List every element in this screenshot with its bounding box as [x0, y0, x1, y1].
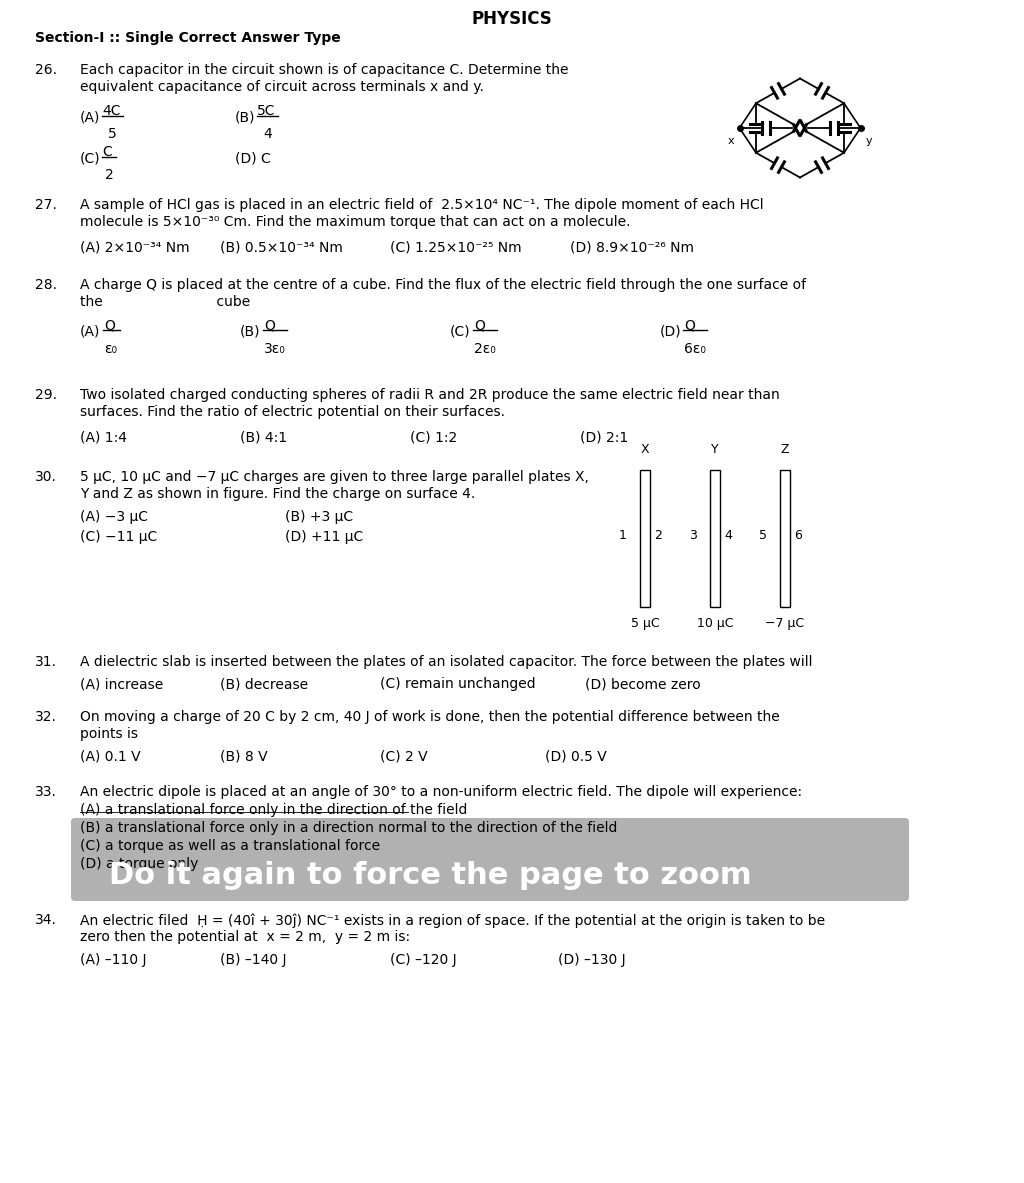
Text: (A): (A) [80, 324, 100, 338]
Text: Each capacitor in the circuit shown is of capacitance C. Determine the: Each capacitor in the circuit shown is o… [80, 63, 568, 77]
Text: On moving a charge of 20 C by 2 cm, 40 J of work is done, then the potential dif: On moving a charge of 20 C by 2 cm, 40 J… [80, 710, 779, 724]
Text: zero then the potential at  x = 2 m,  y = 2 m is:: zero then the potential at x = 2 m, y = … [80, 930, 411, 944]
Text: (B): (B) [234, 110, 256, 124]
Text: 6ε₀: 6ε₀ [684, 342, 706, 356]
Text: Y: Y [712, 442, 719, 455]
Text: (D) a torque only: (D) a torque only [80, 856, 199, 871]
Text: (D) 2:1: (D) 2:1 [580, 429, 629, 444]
Text: 5 μC, 10 μC and −7 μC charges are given to three large parallel plates X,: 5 μC, 10 μC and −7 μC charges are given … [80, 470, 589, 484]
Bar [710, 470, 720, 607]
Text: PHYSICS: PHYSICS [472, 9, 552, 28]
Text: 30.: 30. [35, 470, 57, 484]
Text: (A) a translational force only in the direction of the field: (A) a translational force only in the di… [80, 803, 467, 817]
Text: y: y [865, 136, 872, 146]
Text: (A) increase: (A) increase [80, 677, 163, 691]
Text: 3ε₀: 3ε₀ [264, 342, 286, 356]
Text: C: C [102, 146, 112, 159]
Text: (C) a torque as well as a translational force: (C) a torque as well as a translational … [80, 839, 380, 853]
Text: 31.: 31. [35, 655, 57, 670]
Text: (B) decrease: (B) decrease [220, 677, 308, 691]
Text: (B) a translational force only in a direction normal to the direction of the fie: (B) a translational force only in a dire… [80, 821, 617, 835]
Text: 6: 6 [794, 529, 802, 542]
Text: Q: Q [474, 318, 485, 332]
Text: (D) 8.9×10⁻²⁶ Nm: (D) 8.9×10⁻²⁶ Nm [570, 240, 694, 254]
Text: (D) 0.5 V: (D) 0.5 V [545, 750, 607, 764]
Text: (C) 2 V: (C) 2 V [380, 750, 428, 764]
Text: 29.: 29. [35, 388, 57, 402]
Text: 3: 3 [689, 529, 697, 542]
Text: Do it again to force the page to zoom: Do it again to force the page to zoom [109, 860, 752, 890]
Text: Section-I :: Single Correct Answer Type: Section-I :: Single Correct Answer Type [35, 31, 341, 45]
Text: molecule is 5×10⁻³⁰ Cm. Find the maximum torque that can act on a molecule.: molecule is 5×10⁻³⁰ Cm. Find the maximum… [80, 215, 631, 230]
Text: Two isolated charged conducting spheres of radii R and 2R produce the same elect: Two isolated charged conducting spheres … [80, 388, 779, 402]
Text: (D) –130 J: (D) –130 J [558, 953, 626, 967]
Text: (C) 1:2: (C) 1:2 [410, 429, 458, 444]
Text: 32.: 32. [35, 710, 57, 724]
Text: (D) become zero: (D) become zero [585, 677, 700, 691]
Text: (B): (B) [240, 324, 260, 338]
Text: A sample of HCl gas is placed in an electric field of  2.5×10⁴ NC⁻¹. The dipole : A sample of HCl gas is placed in an elec… [80, 198, 764, 212]
Text: (B) +3 μC: (B) +3 μC [285, 510, 353, 524]
Text: An electric filed  Ḥ = (40î + 30ĵ) NC⁻¹ exists in a region of space. If the pote: An electric filed Ḥ = (40î + 30ĵ) NC⁻¹ e… [80, 913, 825, 927]
Text: 26.: 26. [35, 63, 57, 77]
Text: Q: Q [104, 318, 115, 332]
Text: 2: 2 [654, 529, 662, 542]
Text: A dielectric slab is inserted between the plates of an isolated capacitor. The f: A dielectric slab is inserted between th… [80, 655, 812, 670]
Text: the                          cube: the cube [80, 295, 250, 309]
Text: x: x [728, 136, 734, 146]
Text: 33.: 33. [35, 786, 57, 799]
Text: 4C: 4C [102, 104, 121, 118]
Text: −7 μC: −7 μC [765, 618, 805, 631]
Text: 28.: 28. [35, 278, 57, 292]
Text: (B) –140 J: (B) –140 J [220, 953, 287, 967]
Text: A charge Q is placed at the centre of a cube. Find the flux of the electric fiel: A charge Q is placed at the centre of a … [80, 278, 806, 292]
Text: (A): (A) [80, 110, 100, 124]
Text: (D) C: (D) C [234, 151, 270, 164]
Text: 5: 5 [108, 127, 117, 141]
Text: (C): (C) [80, 151, 100, 164]
Text: Q: Q [684, 318, 695, 332]
Text: (C) –120 J: (C) –120 J [390, 953, 457, 967]
Text: (D) +11 μC: (D) +11 μC [285, 530, 364, 544]
Text: 4: 4 [724, 529, 732, 542]
Text: X: X [641, 442, 649, 455]
Text: An electric dipole is placed at an angle of 30° to a non-uniform electric field.: An electric dipole is placed at an angle… [80, 786, 802, 799]
Text: 10 μC: 10 μC [696, 618, 733, 631]
Text: 5C: 5C [257, 104, 275, 118]
Text: 5: 5 [759, 529, 767, 542]
Text: 4: 4 [263, 127, 271, 141]
Text: Q: Q [264, 318, 274, 332]
Text: (A) 2×10⁻³⁴ Nm: (A) 2×10⁻³⁴ Nm [80, 240, 189, 254]
Text: (A) 0.1 V: (A) 0.1 V [80, 750, 140, 764]
Text: equivalent capacitance of circuit across terminals x and y.: equivalent capacitance of circuit across… [80, 80, 484, 93]
Text: 27.: 27. [35, 198, 57, 212]
Text: 2ε₀: 2ε₀ [474, 342, 496, 356]
Text: (C) remain unchanged: (C) remain unchanged [380, 677, 536, 691]
Text: (D): (D) [660, 324, 682, 338]
Bar [640, 470, 650, 607]
Text: 34.: 34. [35, 913, 57, 927]
Text: (A) –110 J: (A) –110 J [80, 953, 146, 967]
Text: points is: points is [80, 728, 138, 741]
Text: 2: 2 [105, 168, 114, 182]
Text: (B) 8 V: (B) 8 V [220, 750, 267, 764]
Text: (A) −3 μC: (A) −3 μC [80, 510, 148, 524]
Text: (B) 0.5×10⁻³⁴ Nm: (B) 0.5×10⁻³⁴ Nm [220, 240, 343, 254]
FancyBboxPatch shape [71, 817, 909, 901]
Text: (C) 1.25×10⁻²⁵ Nm: (C) 1.25×10⁻²⁵ Nm [390, 240, 521, 254]
Text: (C): (C) [450, 324, 471, 338]
Text: (A) 1:4: (A) 1:4 [80, 429, 127, 444]
Text: Z: Z [780, 442, 790, 455]
Text: 5 μC: 5 μC [631, 618, 659, 631]
Text: Y and Z as shown in figure. Find the charge on surface 4.: Y and Z as shown in figure. Find the cha… [80, 487, 475, 500]
Text: surfaces. Find the ratio of electric potential on their surfaces.: surfaces. Find the ratio of electric pot… [80, 405, 505, 419]
Bar [780, 470, 790, 607]
Text: 1: 1 [620, 529, 627, 542]
Text: ε₀: ε₀ [104, 342, 117, 356]
Text: (C) −11 μC: (C) −11 μC [80, 530, 158, 544]
Text: (B) 4:1: (B) 4:1 [240, 429, 287, 444]
